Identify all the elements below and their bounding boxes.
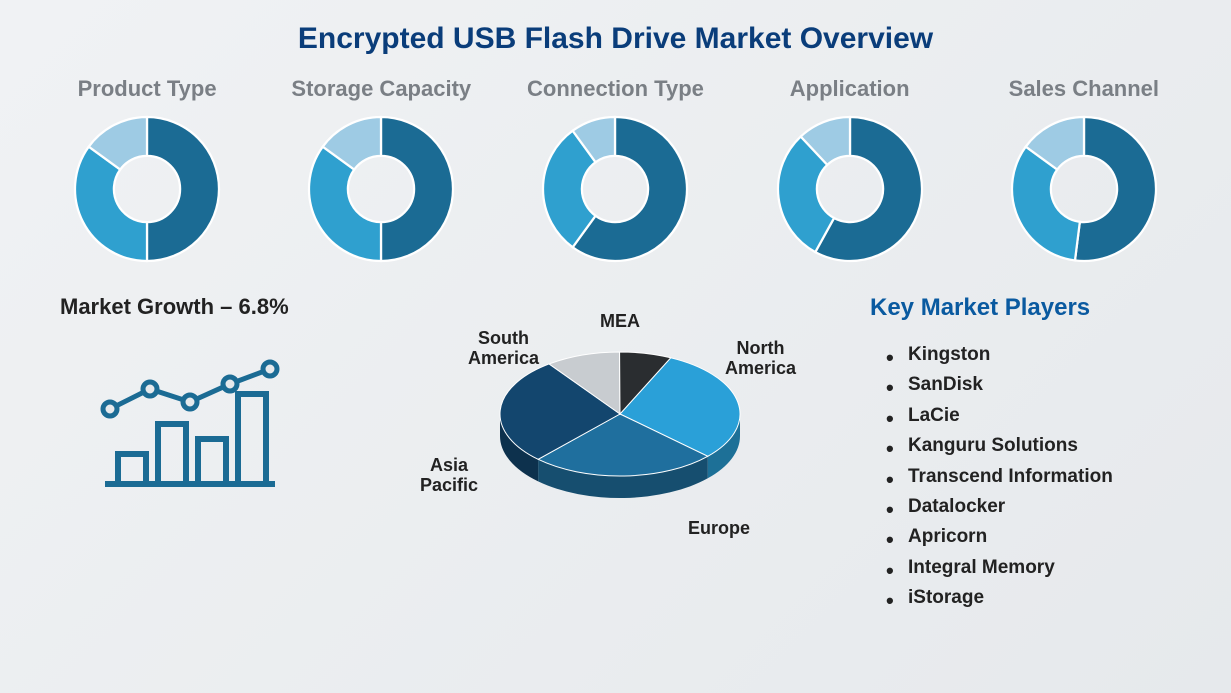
donut-chart [306, 114, 456, 264]
player-item: Datalocker [886, 492, 1191, 522]
donut-chart [540, 114, 690, 264]
donut-label: Sales Channel [1009, 76, 1159, 102]
player-item: Apricorn [886, 522, 1191, 552]
pie-label: NorthAmerica [725, 339, 796, 379]
pie-label: Europe [688, 519, 750, 539]
growth-block: Market Growth – 6.8% [60, 294, 390, 494]
donut-label: Application [790, 76, 910, 102]
region-pie-block: NorthAmerica Europe AsiaPacific SouthAmeric… [390, 294, 850, 584]
page-title: Encrypted USB Flash Drive Market Overvie… [0, 0, 1231, 56]
player-item: Kingston [886, 340, 1191, 370]
donut-label: Product Type [78, 76, 217, 102]
growth-label: Market Growth – 6.8% [60, 294, 390, 320]
pie-label: SouthAmerica [468, 329, 539, 369]
player-item: iStorage [886, 583, 1191, 613]
donut-column: Product Type [47, 76, 247, 264]
donut-label: Connection Type [527, 76, 704, 102]
bottom-row: Market Growth – 6.8% NorthAmerica Europe A… [0, 264, 1231, 614]
pie-label: AsiaPacific [420, 456, 478, 496]
players-title: Key Market Players [870, 294, 1191, 322]
player-item: LaCie [886, 401, 1191, 431]
donut-column: Storage Capacity [281, 76, 481, 264]
donut-label: Storage Capacity [291, 76, 471, 102]
player-item: Integral Memory [886, 553, 1191, 583]
pie-label: MEA [600, 312, 640, 332]
players-block: Key Market Players KingstonSanDiskLaCieK… [850, 294, 1191, 614]
donut-column: Sales Channel [984, 76, 1184, 264]
player-item: Transcend Information [886, 462, 1191, 492]
donut-column: Connection Type [515, 76, 715, 264]
player-item: Kanguru Solutions [886, 431, 1191, 461]
donut-row: Product Type Storage Capacity Connection T… [0, 56, 1231, 264]
donut-chart [1009, 114, 1159, 264]
player-item: SanDisk [886, 370, 1191, 400]
donut-chart [775, 114, 925, 264]
growth-chart-icon [90, 344, 290, 494]
players-list: KingstonSanDiskLaCieKanguru SolutionsTra… [870, 340, 1191, 614]
donut-column: Application [750, 76, 950, 264]
donut-chart [72, 114, 222, 264]
